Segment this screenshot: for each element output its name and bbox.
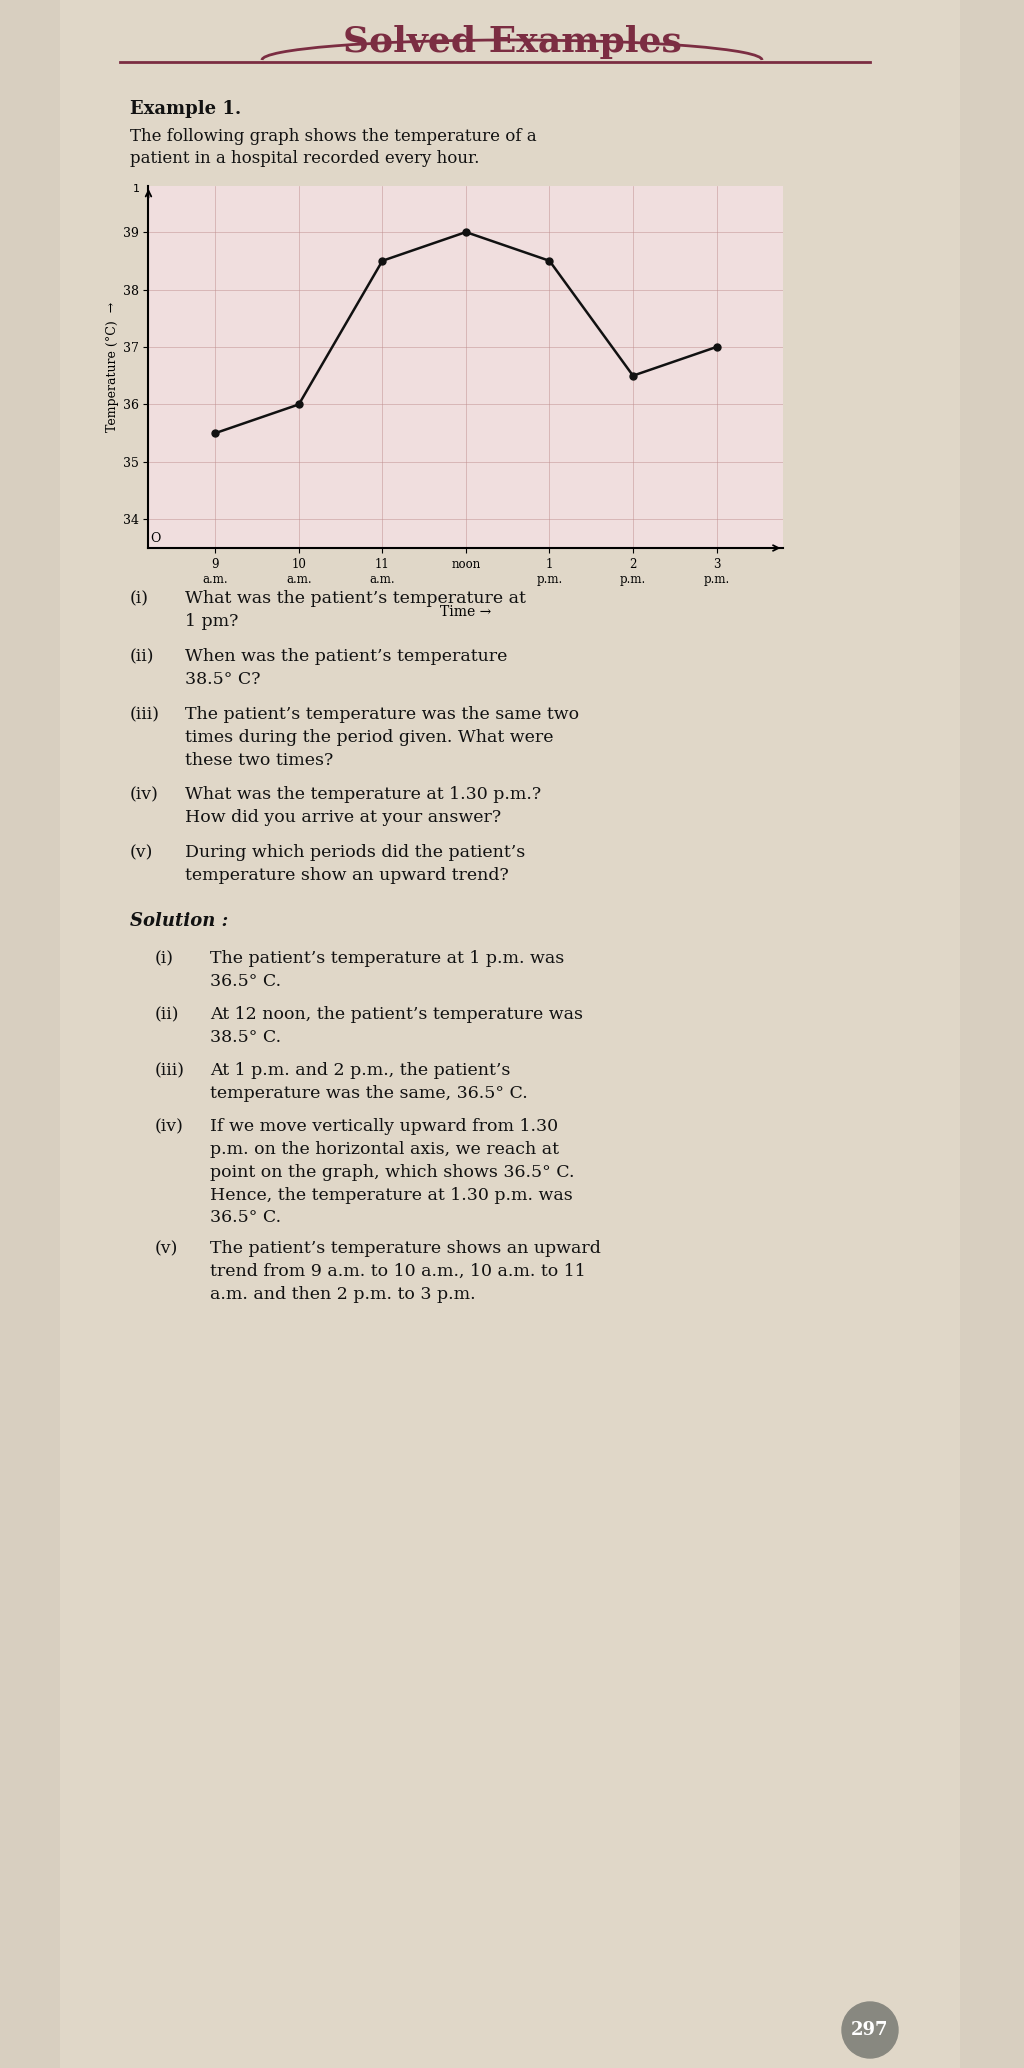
Text: Solved Examples: Solved Examples: [343, 25, 681, 60]
Text: 297: 297: [851, 2020, 889, 2039]
Text: (iv): (iv): [155, 1119, 184, 1135]
Text: (iii): (iii): [130, 705, 160, 724]
Text: (iv): (iv): [130, 786, 159, 802]
Text: (ii): (ii): [155, 1005, 179, 1024]
Y-axis label: Temperature (°C)  →: Temperature (°C) →: [105, 302, 119, 432]
Text: 1: 1: [132, 184, 139, 194]
Text: (v): (v): [130, 844, 154, 860]
Text: The patient’s temperature was the same two
times during the period given. What w: The patient’s temperature was the same t…: [185, 705, 580, 769]
Text: (iii): (iii): [155, 1063, 185, 1079]
Text: During which periods did the patient’s
temperature show an upward trend?: During which periods did the patient’s t…: [185, 844, 525, 883]
Text: (ii): (ii): [130, 647, 155, 666]
Text: (i): (i): [155, 949, 174, 968]
Text: O: O: [151, 531, 161, 546]
X-axis label: Time →: Time →: [440, 606, 492, 618]
Text: What was the patient’s temperature at
1 pm?: What was the patient’s temperature at 1 …: [185, 589, 526, 631]
Bar: [60, 0, 961, 2068]
Text: At 1 p.m. and 2 p.m., the patient’s
temperature was the same, 36.5° C.: At 1 p.m. and 2 p.m., the patient’s temp…: [210, 1063, 527, 1102]
Text: Solution :: Solution :: [130, 912, 228, 931]
Text: (i): (i): [130, 589, 150, 608]
Text: (v): (v): [155, 1241, 178, 1257]
Text: At 12 noon, the patient’s temperature was
38.5° C.: At 12 noon, the patient’s temperature wa…: [210, 1005, 583, 1046]
Text: When was the patient’s temperature
38.5° C?: When was the patient’s temperature 38.5°…: [185, 647, 507, 689]
Text: Example 1.: Example 1.: [130, 99, 242, 118]
Text: If we move vertically upward from 1.30
p.m. on the horizontal axis, we reach at
: If we move vertically upward from 1.30 p…: [210, 1119, 574, 1226]
Text: The patient’s temperature at 1 p.m. was
36.5° C.: The patient’s temperature at 1 p.m. was …: [210, 949, 564, 991]
Text: The following graph shows the temperature of a
patient in a hospital recorded ev: The following graph shows the temperatur…: [130, 128, 537, 168]
Circle shape: [842, 2002, 898, 2058]
Text: The patient’s temperature shows an upward
trend from 9 a.m. to 10 a.m., 10 a.m. : The patient’s temperature shows an upwar…: [210, 1241, 601, 1303]
Text: What was the temperature at 1.30 p.m.?
How did you arrive at your answer?: What was the temperature at 1.30 p.m.? H…: [185, 786, 541, 825]
